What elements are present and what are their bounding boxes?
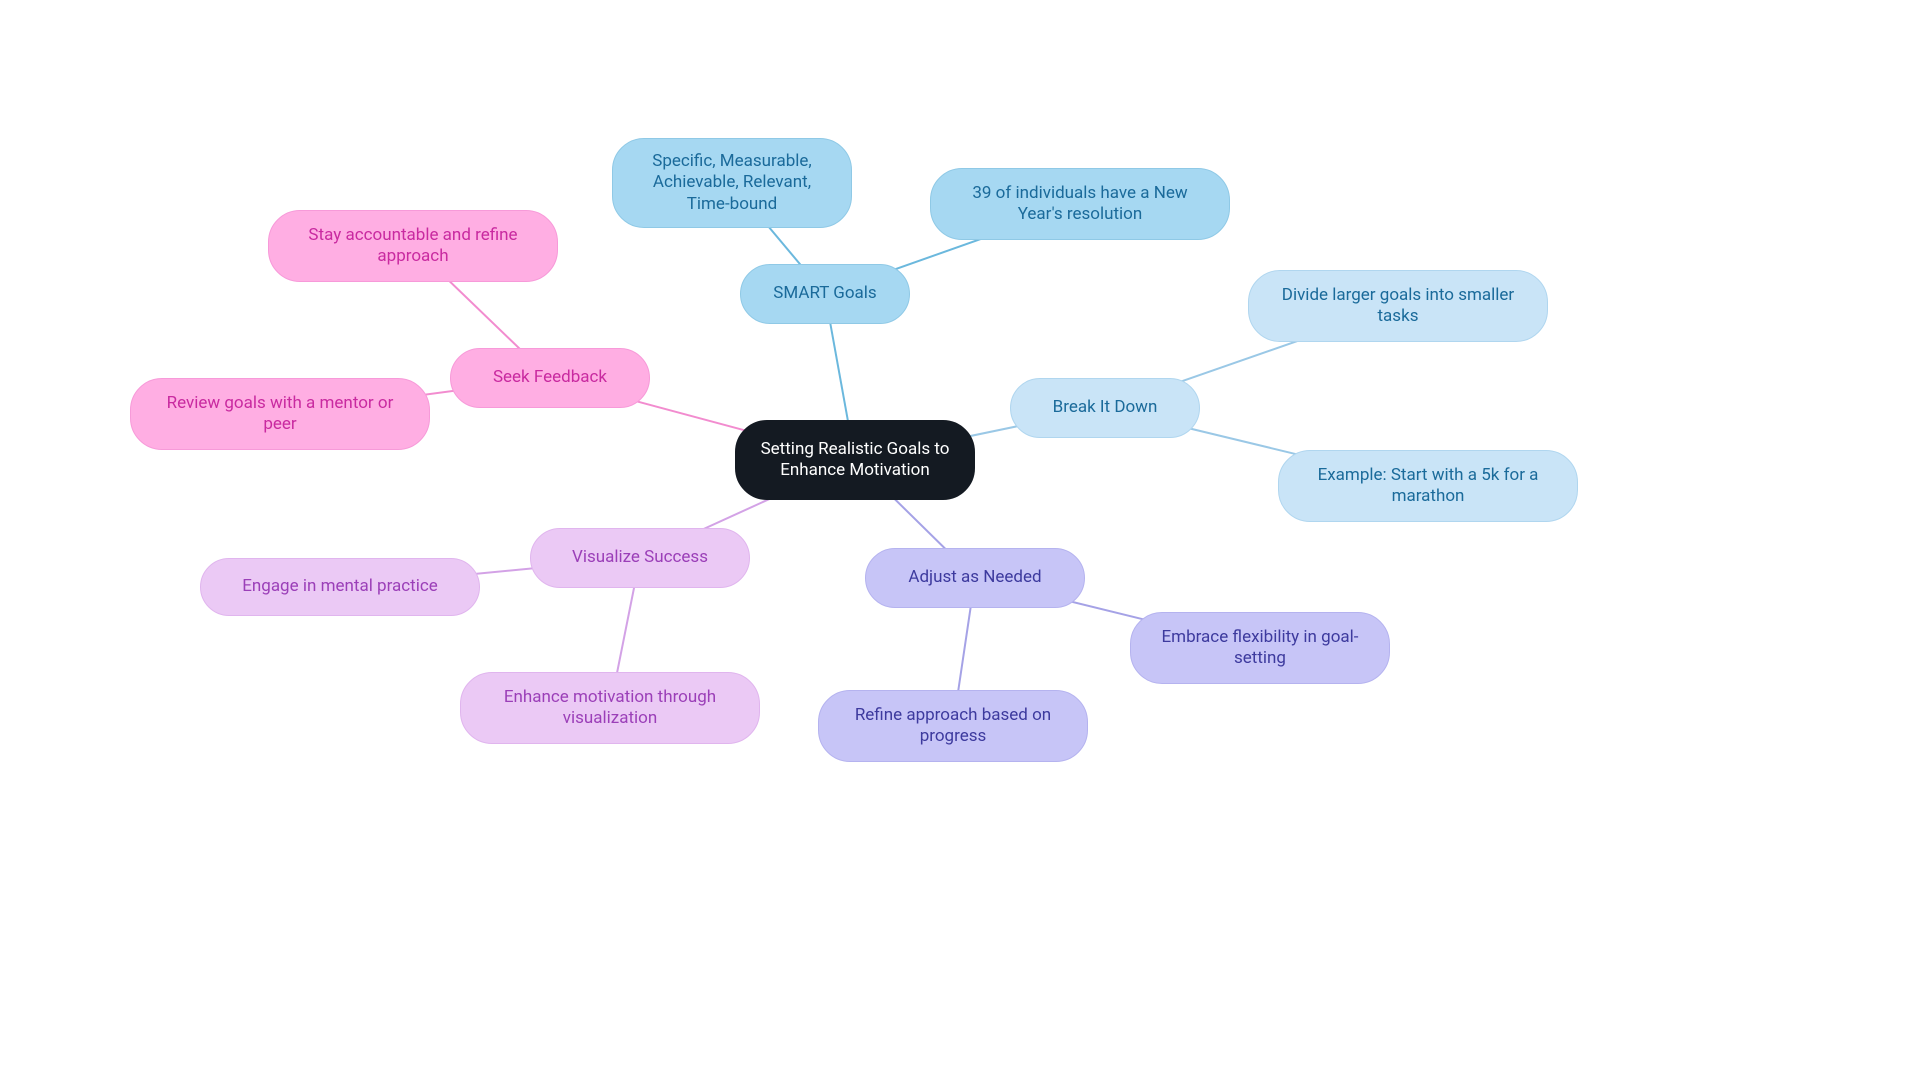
mindmap-node: Refine approach based on progress: [818, 690, 1088, 762]
mindmap-node: Engage in mental practice: [200, 558, 480, 616]
mindmap-node: Review goals with a mentor or peer: [130, 378, 430, 450]
mindmap-node: Visualize Success: [530, 528, 750, 588]
mindmap-node: 39 of individuals have a New Year's reso…: [930, 168, 1230, 240]
mindmap-edges: [0, 0, 1920, 1083]
node-label: Break It Down: [1053, 397, 1158, 418]
mindmap-node: Divide larger goals into smaller tasks: [1248, 270, 1548, 342]
node-label: Visualize Success: [572, 547, 708, 568]
mindmap-node: Embrace flexibility in goal-setting: [1130, 612, 1390, 684]
mindmap-node: Seek Feedback: [450, 348, 650, 408]
node-label: Setting Realistic Goals to Enhance Motiv…: [756, 439, 954, 482]
mindmap-node: Adjust as Needed: [865, 548, 1085, 608]
mindmap-node: Setting Realistic Goals to Enhance Motiv…: [735, 420, 975, 500]
mindmap-node: Specific, Measurable, Achievable, Releva…: [612, 138, 852, 228]
node-label: Specific, Measurable, Achievable, Releva…: [633, 151, 831, 215]
node-label: SMART Goals: [773, 283, 876, 304]
mindmap-node: Enhance motivation through visualization: [460, 672, 760, 744]
node-label: Engage in mental practice: [242, 576, 438, 597]
node-label: Divide larger goals into smaller tasks: [1269, 285, 1527, 328]
node-label: Example: Start with a 5k for a marathon: [1299, 465, 1557, 508]
node-label: Refine approach based on progress: [839, 705, 1067, 748]
mindmap-node: Example: Start with a 5k for a marathon: [1278, 450, 1578, 522]
node-label: Stay accountable and refine approach: [289, 225, 537, 268]
mindmap-node: Stay accountable and refine approach: [268, 210, 558, 282]
node-label: Enhance motivation through visualization: [481, 687, 739, 730]
mindmap-node: Break It Down: [1010, 378, 1200, 438]
node-label: Embrace flexibility in goal-setting: [1151, 627, 1369, 670]
node-label: Adjust as Needed: [908, 567, 1041, 588]
node-label: 39 of individuals have a New Year's reso…: [951, 183, 1209, 226]
mindmap-node: SMART Goals: [740, 264, 910, 324]
node-label: Review goals with a mentor or peer: [151, 393, 409, 436]
node-label: Seek Feedback: [493, 367, 607, 388]
